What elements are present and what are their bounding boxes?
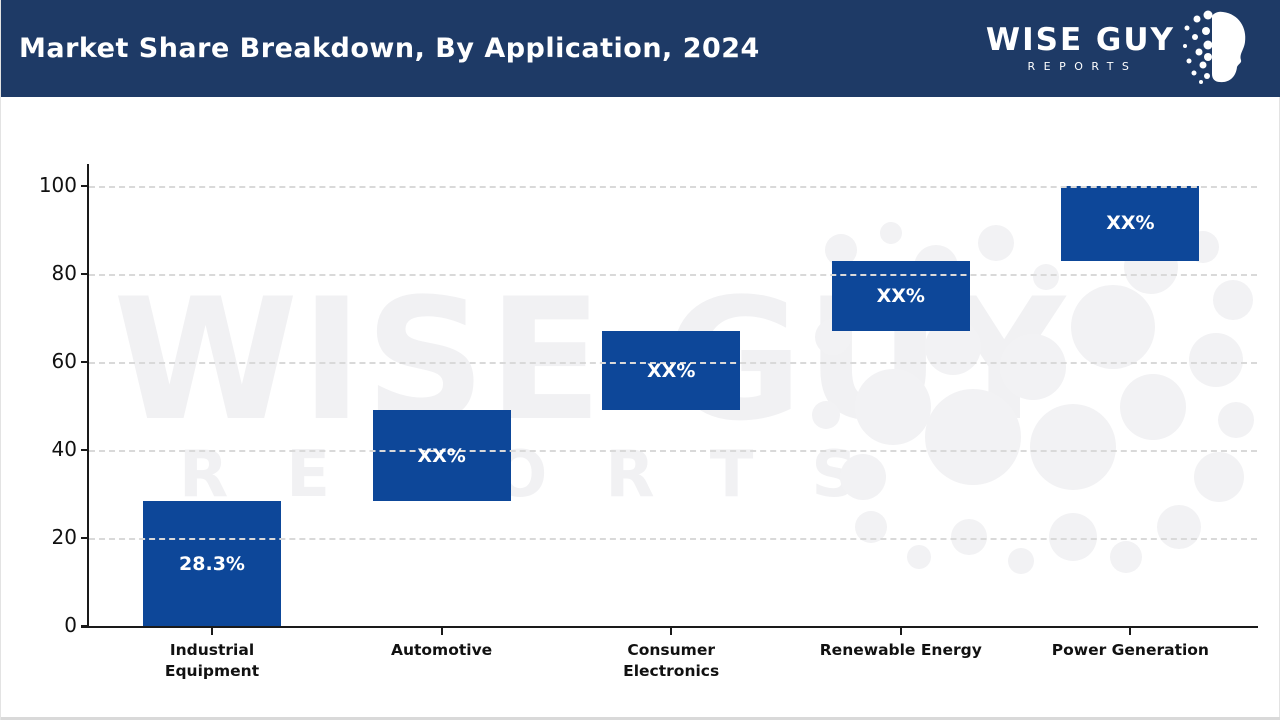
logo-wordmark-sub: REPORTS [1027,59,1138,73]
y-tick-label-20: 20 [51,525,77,549]
gridline-80 [89,274,1257,276]
bar-value-label-consumer-electronics: XX% [647,359,696,382]
y-tick-label-60: 60 [51,349,77,373]
x-tick-mark-automotive [440,628,443,635]
bar-value-label-renewable-energy: XX% [876,285,925,307]
bar-consumer-electronics [602,331,741,411]
x-axis-line [81,626,1258,628]
footer-divider [1,717,1280,720]
gridline-100 [89,186,1257,188]
y-tick-mark-80 [81,273,88,275]
x-tick-mark-renewable-energy [899,628,902,635]
x-tick-mark-power-generation [1129,628,1132,635]
x-category-label-consumer-electronics: Consumer Electronics [623,641,720,680]
x-category-label-renewable-energy: Renewable Energy [819,641,982,659]
x-category-label-automotive: Automotive [390,641,493,659]
bar-industrial-equipment [143,501,281,626]
x-category-label-industrial-equipment: Industrial Equipment [164,641,260,680]
gridline-20 [89,538,1257,540]
bar-automotive [372,410,511,502]
x-tick-mark-consumer-electronics [670,628,673,635]
y-tick-mark-20 [81,537,88,539]
chart-area: 0 20 40 60 80 100 28.3% XX% XX% XX% XX% Industria… [1,97,1280,717]
gridline-60 [89,362,1257,364]
y-tick-mark-60 [81,361,88,363]
y-tick-mark-0 [81,625,88,627]
y-tick-label-0: 0 [64,613,77,637]
y-tick-label-100: 100 [38,173,77,197]
logo-wordmark-main: WISE GUY [985,21,1175,58]
y-axis-line [87,164,89,628]
bar-value-label-industrial-equipment: 28.3% [179,552,245,575]
gridline-40 [89,450,1257,452]
bar-value-label-automotive: XX% [417,444,466,467]
header-bar: Market Share Breakdown, By Application, … [1,0,1280,97]
bar-renewable-energy [831,260,970,332]
y-tick-mark-40 [81,449,88,451]
watermark-head-dots [771,205,1261,589]
y-tick-mark-100 [81,185,88,187]
bar-power-generation [1061,186,1200,261]
page-title: Market Share Breakdown, By Application, … [19,33,760,64]
y-tick-label-40: 40 [51,437,77,461]
logo-wordmark: WISE GUY REPORTS [985,21,1175,73]
x-tick-mark-industrial-equipment [211,628,213,635]
logo-head-icon [1179,6,1251,92]
x-category-label-power-generation: Power Generation [1051,641,1209,659]
y-tick-label-80: 80 [51,261,77,285]
bar-value-label-power-generation: XX% [1106,212,1155,235]
brand-logo: WISE GUY REPORTS [986,6,1251,92]
